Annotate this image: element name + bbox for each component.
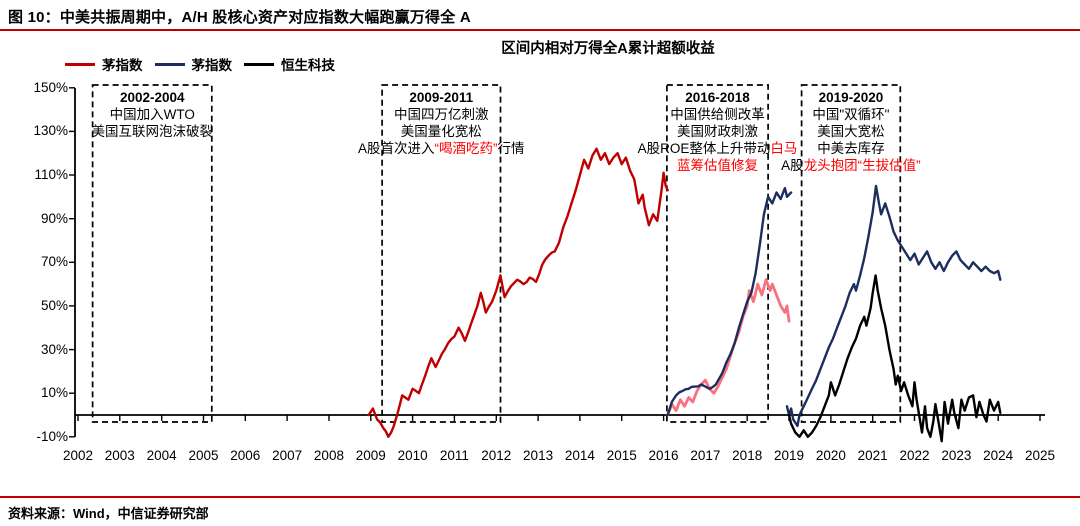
annotation-text: A股首次进入 [357,141,435,156]
annotation-text: 美国大宽松 [817,124,885,139]
annotation-2019-2020: 2019-2020 中国"双循环" 美国大宽松 中美去库存 A股龙头抱团“生拔估值” [751,89,951,174]
legend-label: 恒生科技 [281,58,335,73]
y-axis-label: 70% [40,254,68,270]
legend-line-swatch-red [65,62,95,66]
title-divider-line [0,29,1080,31]
legend-item-mao-hk: 茅指数 [154,54,233,74]
annotation-2016-2018: 2016-2018 中国供给侧改革 美国财政刺激 A股ROE整体上升带动白马 蓝筹估值修… [612,89,824,174]
legend-line-swatch-navy [154,62,185,66]
x-axis-label: 2018 [732,448,763,463]
annotation-text: 美国量化宽松 [400,124,482,139]
period-box-2009-2011 [381,84,502,423]
x-axis-label: 2008 [313,448,344,463]
chart-legend: 茅指数 茅指数 恒生科技 [65,54,335,74]
annotation-line: 中国"双循环" [751,106,951,123]
annotation-line: 中美去库存 [751,140,951,157]
x-axis-label: 2019 [774,448,805,463]
annotation-2009-2011: 2009-2011 中国四万亿刺激 美国量化宽松 A股首次进入“喝酒吃药”行情 [333,89,549,157]
source-note: 资料来源：Wind，中信证券研究部 [8,506,209,521]
x-axis-label: 2002 [62,448,94,463]
x-axis-label: 2005 [188,448,219,463]
x-axis-label: 2021 [857,448,888,463]
annotation-line: 美国大宽松 [751,123,951,140]
annotation-line: 中国加入WTO [66,106,238,123]
x-axis-label: 2022 [899,448,930,463]
x-axis-label: 2014 [564,448,595,463]
annotation-text: 行情 [497,141,525,156]
annotation-period: 2002-2004 [119,90,185,105]
annotation-text: 中国加入WTO [109,107,195,122]
legend-item-mao-a: 茅指数 [65,54,143,74]
annotation-text: 中国"双循环" [812,107,890,122]
x-axis-label: 2020 [815,448,846,463]
period-box-2019-2020 [800,84,902,423]
y-axis-label: 50% [40,297,68,313]
legend-label: 茅指数 [191,58,233,73]
series-line-茅指数-0 [367,147,669,438]
series-line-茅指数-2 [666,186,793,417]
y-axis-label: -10% [36,428,68,444]
annotation-highlight-text: 龙头抱团“生拔估值” [803,158,921,173]
annotation-text: A股ROE整体上升带动 [637,141,771,156]
annotation-period: 2009-2011 [409,90,474,105]
annotation-period: 2016-2018 [685,90,750,105]
x-axis-label: 2017 [690,448,721,463]
y-axis-label: 90% [40,210,68,226]
x-axis-label: 2023 [941,448,972,463]
annotation-line: 美国财政刺激 [612,123,824,140]
x-axis-label: 2009 [355,448,386,463]
legend-line-swatch-black [244,62,274,66]
annotation-line: A股龙头抱团“生拔估值” [751,157,951,174]
annotation-line: 蓝筹估值修复 [612,157,824,174]
annotation-line: 中国供给侧改革 [612,106,824,123]
x-axis-label: 2007 [272,448,303,463]
annotation-line: 中国四万亿刺激 [333,106,549,123]
annotation-text: A股 [781,158,804,173]
y-axis-label: 130% [33,123,68,139]
x-axis-label: 2015 [606,448,637,463]
annotation-text: 中美去库存 [817,141,885,156]
x-axis-label: 2025 [1024,448,1055,463]
annotation-highlight-text: 蓝筹估值修复 [677,158,759,173]
annotation-text: 美国财政刺激 [677,124,759,139]
footer-divider-line [0,496,1080,498]
chart-title: 区间内相对万得全A累计超额收益 [501,41,715,57]
annotation-highlight-text: “喝酒吃药” [434,141,498,156]
x-axis-label: 2004 [146,448,177,463]
annotation-line: A股首次进入“喝酒吃药”行情 [333,140,549,157]
annotation-text: 美国互联网泡沫破裂 [91,124,213,139]
annotation-line: 美国量化宽松 [333,123,549,140]
period-box-2002-2004 [91,84,213,423]
annotation-text: 中国四万亿刺激 [394,107,489,122]
annotation-text: 中国供给侧改革 [670,107,765,122]
legend-label: 茅指数 [102,58,143,73]
y-axis-label: 110% [34,167,68,183]
series-line-茅指数-3 [785,184,1002,428]
series-line-茅指数-1 [666,278,791,417]
x-axis-label: 2013 [523,448,554,463]
x-axis-label: 2006 [230,448,261,463]
annotation-highlight-text: 白马 [770,141,798,156]
y-axis-label: 30% [40,341,68,357]
x-axis-label: 2016 [648,448,679,463]
annotation-line: A股ROE整体上升带动白马 [612,140,824,157]
y-axis-label: 150% [33,79,68,95]
x-axis-label: 2010 [397,448,428,463]
annotation-line: 美国互联网泡沫破裂 [66,123,238,140]
x-axis-label: 2011 [439,448,469,463]
x-axis-label: 2003 [104,448,135,463]
series-line-恒生科技-4 [787,274,1002,443]
annotation-period: 2019-2020 [818,90,884,105]
x-axis-label: 2024 [983,448,1014,463]
page-title: 图 10：中美共振周期中，A/H 股核心资产对应指数大幅跑赢万得全 A [8,9,471,26]
legend-item-hstech: 恒生科技 [244,54,335,74]
annotation-2002-2004: 2002-2004 中国加入WTO 美国互联网泡沫破裂 [66,89,238,140]
y-axis-label: 10% [40,385,68,401]
x-axis-label: 2012 [481,448,512,463]
period-box-2016-2018 [666,84,769,423]
